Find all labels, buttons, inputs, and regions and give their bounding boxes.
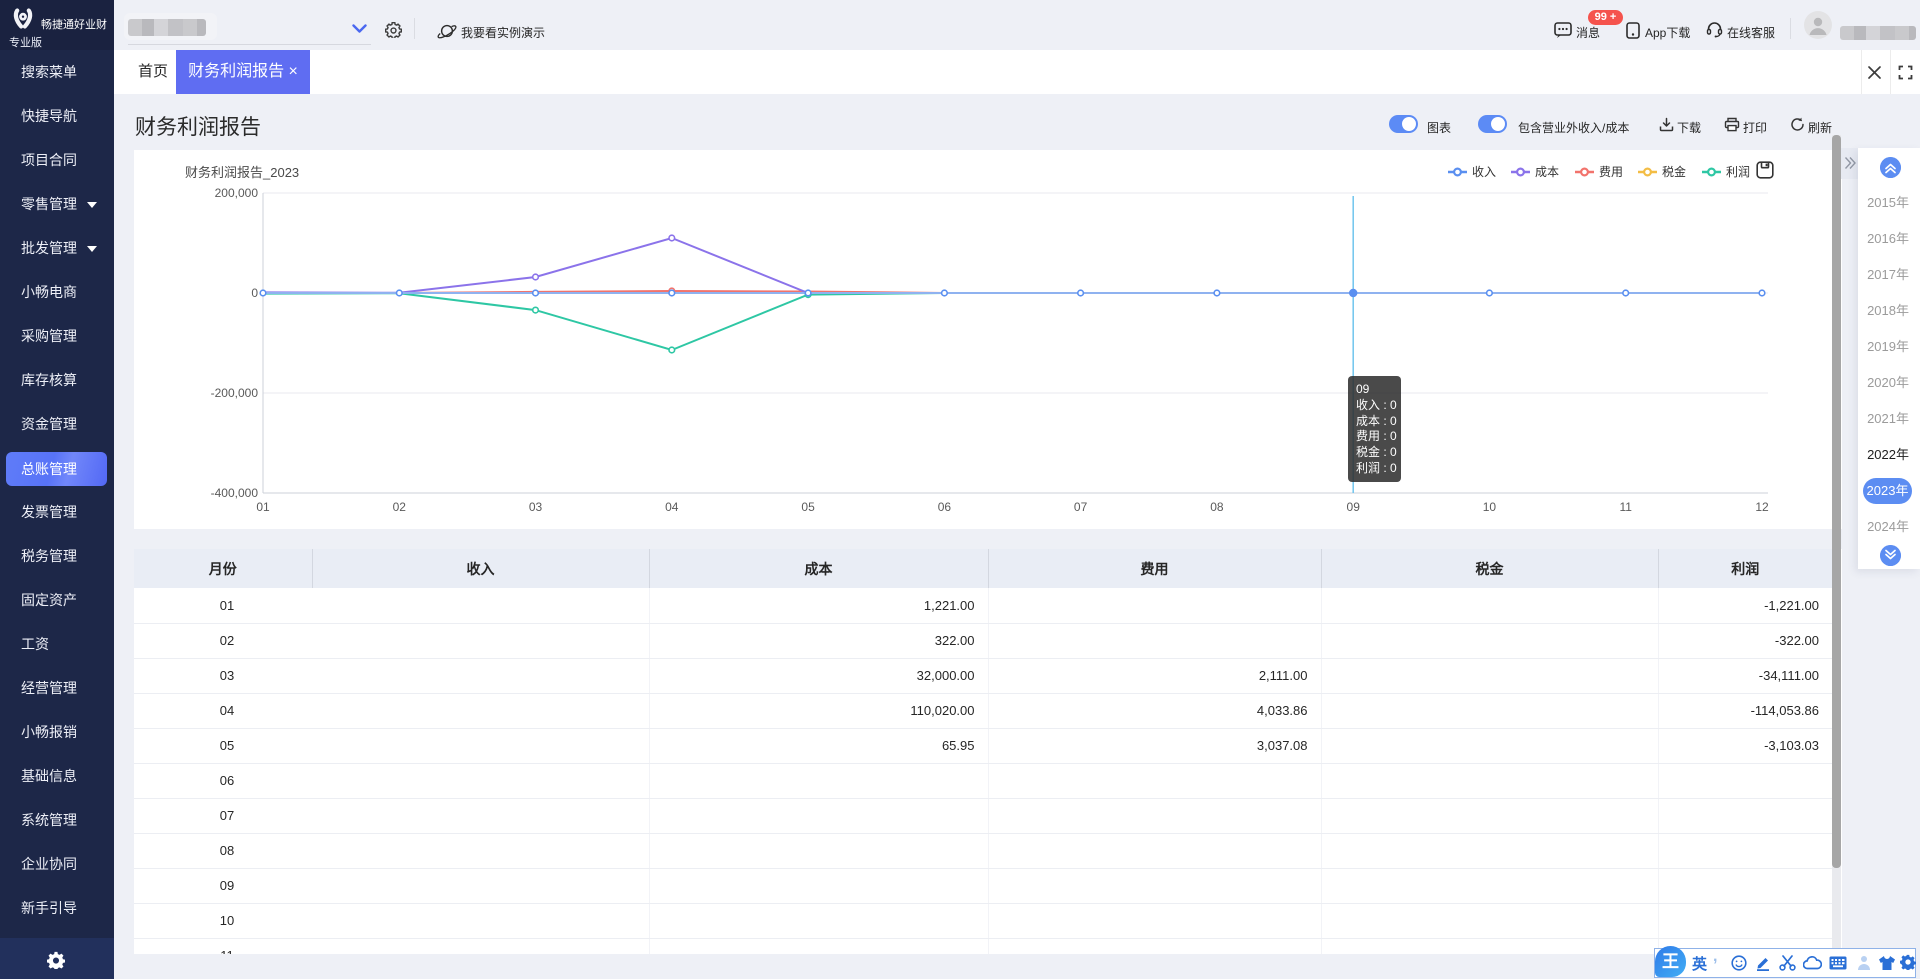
svg-text:02: 02 <box>393 500 407 514</box>
svg-text:04: 04 <box>665 500 679 514</box>
svg-text:06: 06 <box>938 500 952 514</box>
svg-text:0: 0 <box>251 286 258 300</box>
svg-text:07: 07 <box>1074 500 1088 514</box>
svg-text:-400,000: -400,000 <box>211 486 259 500</box>
svg-text:200,000: 200,000 <box>215 186 259 200</box>
svg-text:-200,000: -200,000 <box>211 386 259 400</box>
svg-text:09: 09 <box>1347 500 1361 514</box>
svg-text:01: 01 <box>256 500 270 514</box>
svg-text:10: 10 <box>1483 500 1497 514</box>
svg-text:08: 08 <box>1210 500 1224 514</box>
svg-text:05: 05 <box>801 500 815 514</box>
svg-text:11: 11 <box>1619 500 1632 514</box>
svg-text:03: 03 <box>529 500 543 514</box>
svg-text:12: 12 <box>1755 500 1769 514</box>
